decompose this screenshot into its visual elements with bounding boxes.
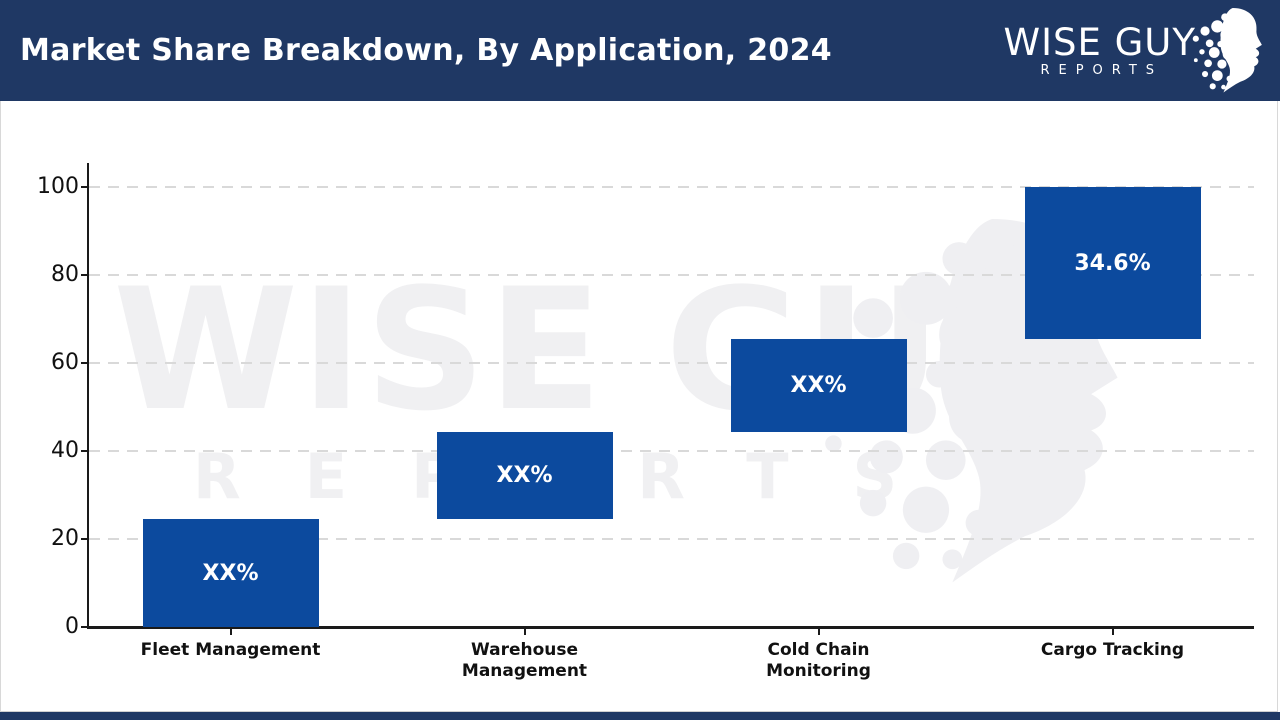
y-tick-mark	[81, 538, 89, 540]
bar-value-label: XX%	[496, 463, 553, 489]
bar-value-label: XX%	[202, 560, 259, 586]
y-tick-mark	[81, 186, 89, 188]
bar-segment: 34.6%	[1024, 187, 1201, 340]
y-tick-label: 20	[51, 526, 79, 551]
logo-brand-name: WISE GUY	[1003, 21, 1196, 64]
y-axis-line	[87, 163, 89, 629]
page-title: Market Share Breakdown, By Application, …	[20, 33, 832, 68]
x-tick-mark	[229, 627, 232, 635]
bar-plot: 0 20 40 60 80 100 XX% Fleet Management XX% Wareho…	[1, 101, 1277, 711]
y-tick-label: 40	[51, 438, 79, 463]
gridline	[89, 274, 1254, 276]
bar-segment: XX%	[142, 519, 319, 627]
x-axis-line	[87, 626, 1254, 629]
gridline	[89, 450, 1254, 452]
gridline	[89, 186, 1254, 188]
y-tick-mark	[81, 362, 89, 364]
y-tick-label: 80	[51, 262, 79, 287]
logo-brand-sub: REPORTS	[1040, 63, 1164, 78]
header-bar: Market Share Breakdown, By Application, …	[0, 0, 1280, 101]
y-tick-label: 60	[51, 350, 79, 375]
y-tick-label: 100	[37, 174, 79, 199]
bar-segment: XX%	[436, 432, 613, 520]
footer-bar	[0, 712, 1280, 720]
x-category-label: Cargo Tracking	[1040, 640, 1185, 660]
y-tick-mark	[81, 626, 89, 628]
wise-guy-reports-logo: WISE GUY REPORTS	[1004, 8, 1264, 94]
gridline	[89, 538, 1254, 540]
y-tick-mark	[81, 450, 89, 452]
bar-value-label: XX%	[790, 373, 847, 399]
gridline	[89, 362, 1254, 364]
bar-segment: XX%	[730, 339, 907, 433]
x-tick-mark	[817, 627, 820, 635]
x-tick-mark	[523, 627, 526, 635]
logo-text: WISE GUY REPORTS	[1004, 24, 1196, 77]
x-category-label: Cold Chain Monitoring	[766, 640, 871, 682]
y-tick-mark	[81, 274, 89, 276]
bar-value-label: 34.6%	[1074, 250, 1151, 276]
x-tick-mark	[1111, 627, 1114, 635]
x-category-label: Warehouse Management	[461, 640, 588, 682]
y-tick-label: 0	[65, 614, 79, 639]
x-category-label: Fleet Management	[140, 640, 321, 660]
dotted-face-icon	[1186, 8, 1264, 94]
